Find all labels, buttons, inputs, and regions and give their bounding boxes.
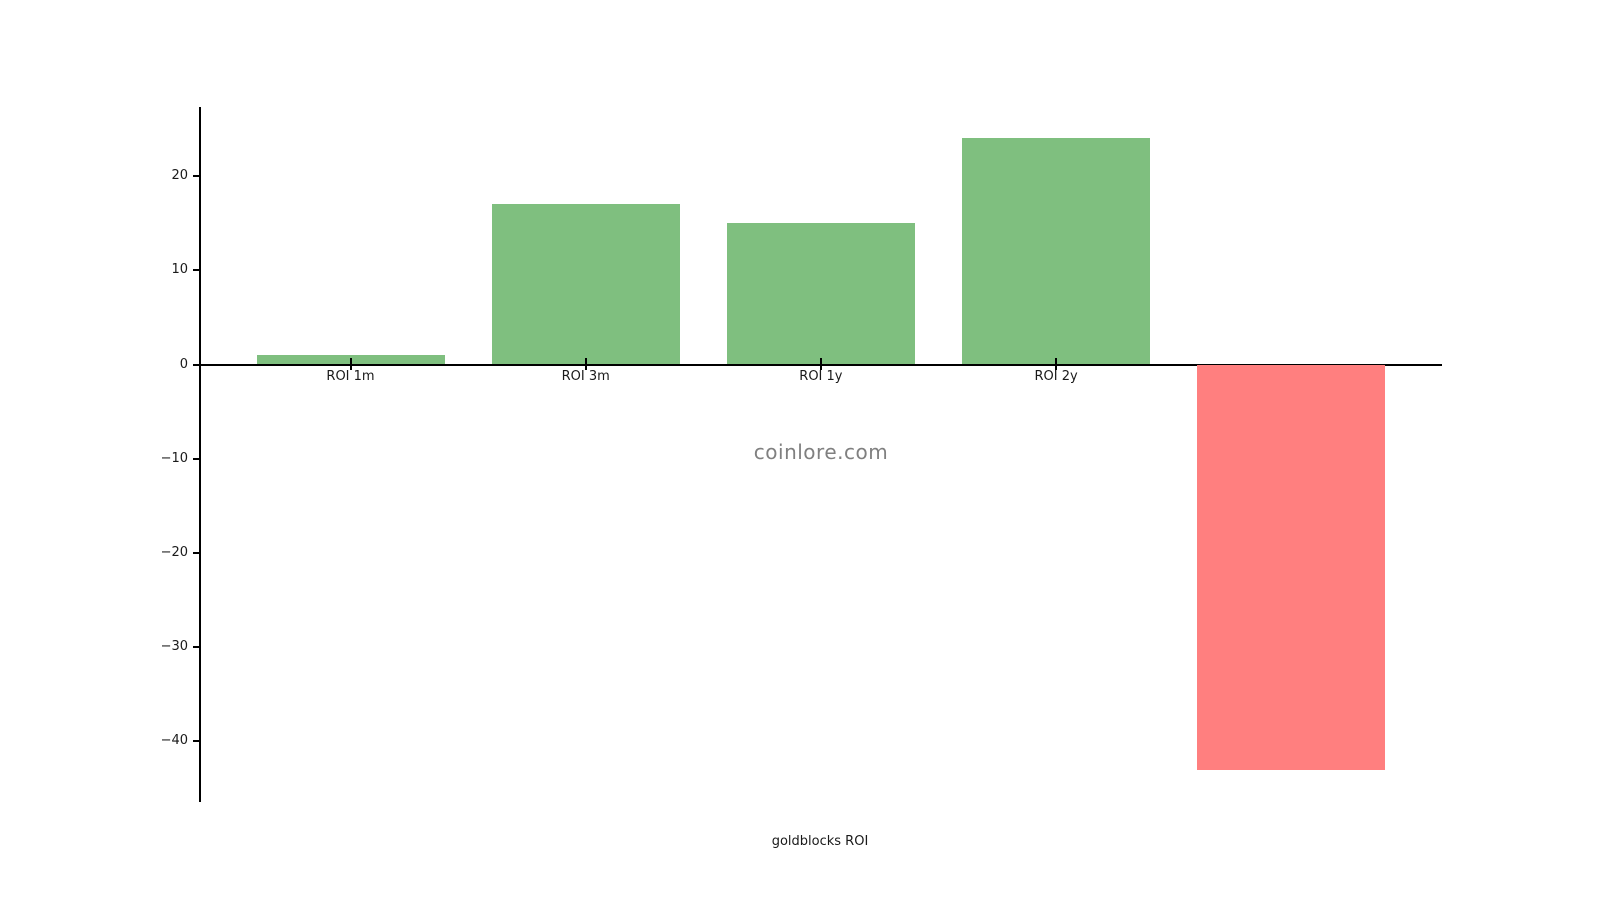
y-tick-label-10: 10 <box>171 262 188 278</box>
x-tick-label-roi-1m: ROI 1m <box>326 368 375 384</box>
y-tick-mark-−10 <box>193 457 200 460</box>
x-tick-label-roi-2y: ROI 2y <box>1034 368 1078 384</box>
y-tick-mark-−40 <box>193 740 200 743</box>
y-tick-mark-0 <box>193 363 200 366</box>
bar-roi-2y <box>962 138 1151 365</box>
y-tick-label-−20: −20 <box>160 544 188 560</box>
bar-roi-3m <box>491 204 680 365</box>
watermark-text: coinlore.com <box>753 440 889 464</box>
y-tick-label-−30: −30 <box>160 639 188 655</box>
x-tick-label-roi-1y: ROI 1y <box>799 368 843 384</box>
y-tick-label-−40: −40 <box>160 733 188 749</box>
y-tick-label-−10: −10 <box>160 450 188 466</box>
x-tick-mark-roi-3m <box>584 357 587 370</box>
y-tick-mark-20 <box>193 175 200 178</box>
y-axis-line <box>199 107 201 802</box>
y-tick-mark-−20 <box>193 551 200 554</box>
chart-title: goldblocks ROI <box>771 834 869 849</box>
y-tick-mark-10 <box>193 269 200 272</box>
x-tick-label-roi-3m: ROI 3m <box>561 368 610 384</box>
y-tick-label-0: 0 <box>179 356 188 372</box>
x-tick-mark-roi-2y <box>1055 357 1058 370</box>
x-tick-mark-roi-1y <box>819 357 822 370</box>
x-tick-mark-roi-1m <box>349 357 352 370</box>
y-tick-label-20: 20 <box>171 168 188 184</box>
y-tick-mark-−30 <box>193 646 200 649</box>
bar-4 <box>1197 364 1386 770</box>
bar-roi-1y <box>726 223 915 365</box>
